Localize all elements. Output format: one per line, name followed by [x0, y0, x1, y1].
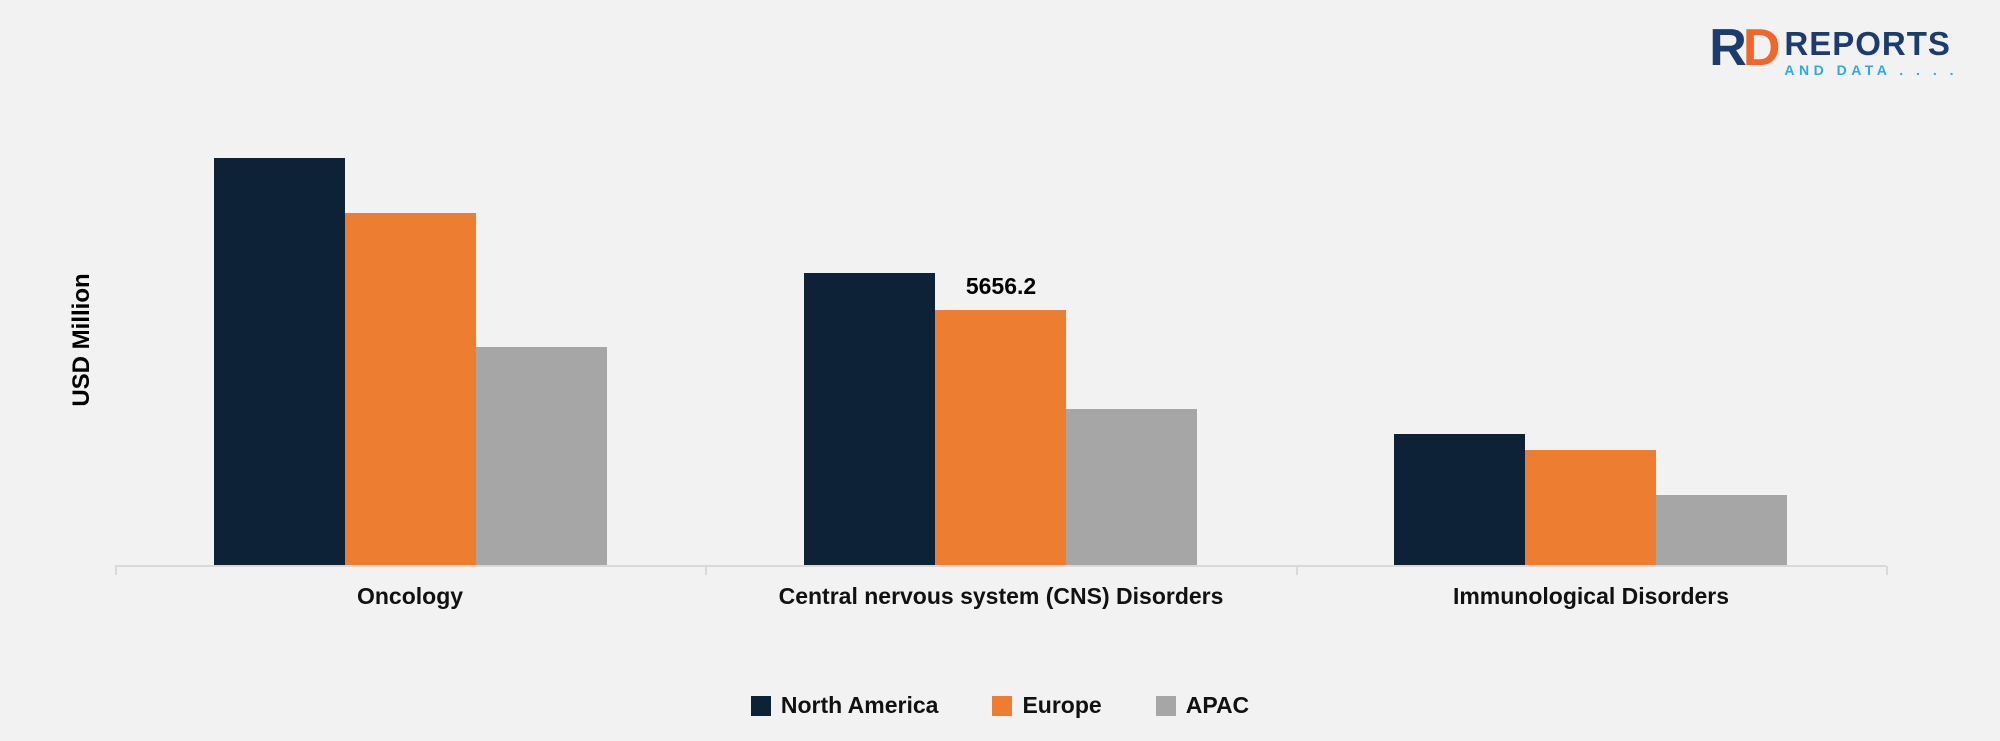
brand-tagline: AND DATA . . . .: [1784, 62, 1958, 78]
bar-europe-central-nervous-system-cns-disorders: [935, 310, 1066, 565]
legend-label-north-america: North America: [780, 692, 939, 718]
legend-item-europe: Europe: [992, 692, 1102, 719]
legend-item-north-america: North America: [750, 692, 939, 719]
bar-apac-central-nervous-system-cns-disorders: [1066, 409, 1197, 565]
data-label-europe-central-nervous-system-cns-disorders: 5656.2: [965, 273, 1037, 299]
category-label-central-nervous-system-cns-disorders: Central nervous system (CNS) Disorders: [778, 583, 1224, 609]
y-axis-title: USD Million: [68, 273, 95, 407]
bar-north-america-immunological-disorders: [1394, 434, 1525, 565]
legend-swatch-apac: [1155, 695, 1176, 716]
axis-tick: [1886, 566, 1888, 575]
axis-tick: [115, 566, 117, 575]
brand-name: REPORTS: [1784, 25, 1951, 62]
legend-swatch-north-america: [750, 695, 771, 716]
category-label-oncology: Oncology: [356, 583, 464, 609]
legend-label-europe: Europe: [1022, 692, 1102, 718]
bar-apac-oncology: [476, 347, 607, 565]
x-axis-line: [115, 565, 1886, 567]
legend: North America Europe APAC: [0, 692, 2000, 719]
axis-tick: [705, 566, 707, 575]
logo-letter-d: D: [1742, 19, 1781, 77]
bar-apac-immunological-disorders: [1656, 495, 1787, 565]
bar-north-america-oncology: [214, 158, 345, 565]
logo-letter-r: R: [1709, 19, 1747, 77]
brand-logo-icon: RD: [1709, 22, 1780, 74]
category-label-immunological-disorders: Immunological Disorders: [1452, 583, 1730, 609]
legend-swatch-europe: [992, 695, 1013, 716]
bar-north-america-central-nervous-system-cns-disorders: [804, 273, 935, 565]
axis-tick: [1296, 566, 1298, 575]
legend-label-apac: APAC: [1185, 692, 1250, 718]
bar-europe-oncology: [345, 213, 476, 565]
brand-logo: RD REPORTS AND DATA . . . .: [1709, 22, 1958, 78]
legend-item-apac: APAC: [1155, 692, 1250, 719]
bar-europe-immunological-disorders: [1525, 450, 1656, 565]
brand-logo-text: REPORTS AND DATA . . . .: [1784, 24, 1958, 78]
